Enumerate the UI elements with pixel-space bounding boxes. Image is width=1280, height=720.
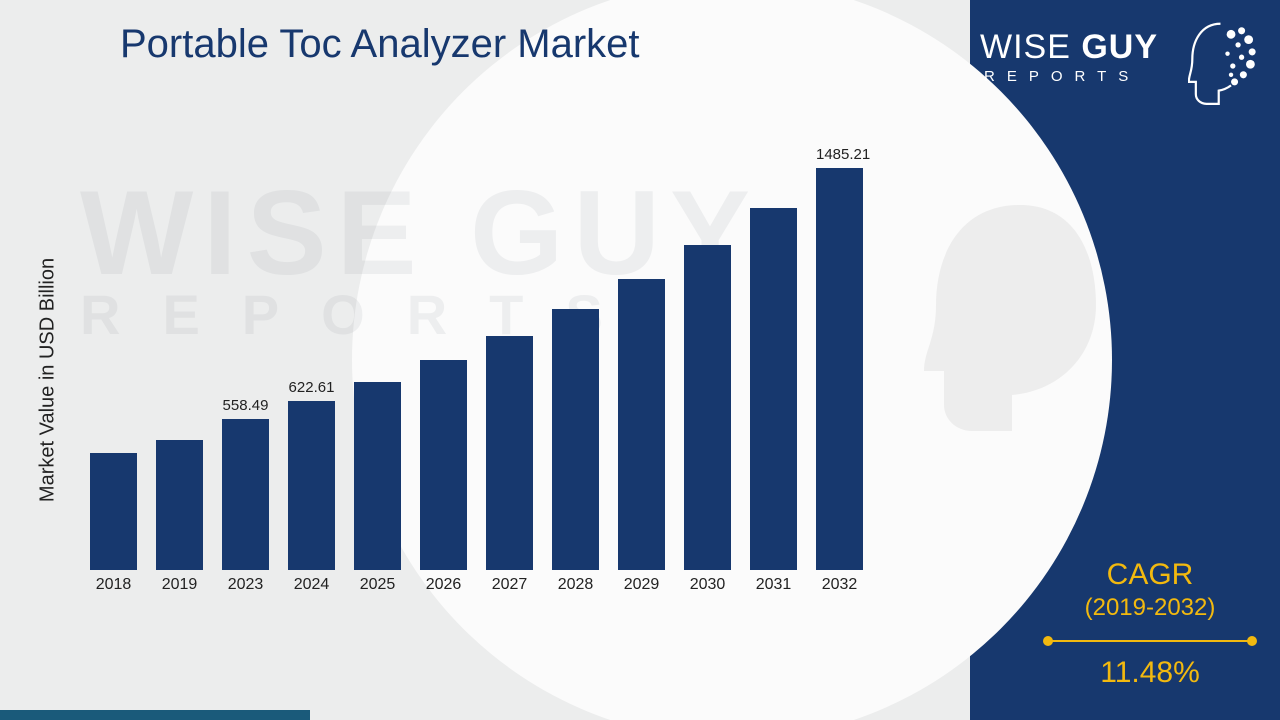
- x-tick-label: 2019: [162, 576, 198, 594]
- brand-logo: WISE GUY REPORTS: [980, 22, 1260, 112]
- x-tick-label: 2023: [228, 576, 264, 594]
- bar: [156, 440, 203, 570]
- bar: [90, 453, 137, 570]
- bar-value-label: 558.49: [222, 397, 269, 414]
- bar: [552, 309, 599, 570]
- x-tick-label: 2018: [96, 576, 132, 594]
- x-tick-label: 2024: [294, 576, 330, 594]
- main-area: Portable Toc Analyzer Market Market Valu…: [0, 0, 970, 720]
- brand-subtitle: REPORTS: [984, 68, 1140, 85]
- y-axis-label: Market Value in USD Billion: [37, 258, 60, 502]
- bottom-accent-bar: [0, 710, 310, 720]
- chart-title: Portable Toc Analyzer Market: [120, 22, 640, 67]
- cagr-value: 11.48%: [1020, 656, 1280, 690]
- x-tick-label: 2028: [558, 576, 594, 594]
- chart-region: Market Value in USD Billion 558.49622.61…: [60, 150, 880, 610]
- cagr-range: (2019-2032): [1020, 594, 1280, 622]
- brand-head-icon: [1188, 22, 1260, 110]
- x-tick-label: 2026: [426, 576, 462, 594]
- bar-value-label: 622.61: [288, 379, 335, 396]
- bar: 558.49: [222, 419, 269, 570]
- cagr-divider: [1045, 640, 1255, 642]
- brand-word2: GUY: [1081, 28, 1158, 66]
- x-tick-label: 2027: [492, 576, 528, 594]
- x-axis-labels: 2018 2019 2023 2024 2025 2026 2027 2028 2029 2030…: [90, 576, 880, 606]
- cagr-label: CAGR: [1020, 558, 1280, 592]
- bar-value-label: 1485.21: [816, 146, 863, 163]
- bar: 622.61: [288, 401, 335, 570]
- x-tick-label: 2025: [360, 576, 396, 594]
- brand-word1: WISE: [980, 28, 1071, 66]
- x-tick-label: 2029: [624, 576, 660, 594]
- x-tick-label: 2030: [690, 576, 726, 594]
- bar: [750, 208, 797, 570]
- bar: [684, 245, 731, 570]
- brand-name: WISE GUY: [980, 28, 1158, 67]
- bar: [420, 360, 467, 570]
- x-tick-label: 2031: [756, 576, 792, 594]
- bar: [486, 336, 533, 570]
- bar: [618, 279, 665, 570]
- x-tick-label: 2032: [822, 576, 858, 594]
- bar: 1485.21: [816, 168, 863, 570]
- bar: [354, 382, 401, 570]
- plot-area: 558.49 622.61 1485.21: [90, 150, 880, 570]
- canvas: WISE GUY REPORTS Portable Toc Analyzer M…: [0, 0, 1280, 720]
- cagr-box: CAGR (2019-2032) 11.48%: [1020, 558, 1280, 690]
